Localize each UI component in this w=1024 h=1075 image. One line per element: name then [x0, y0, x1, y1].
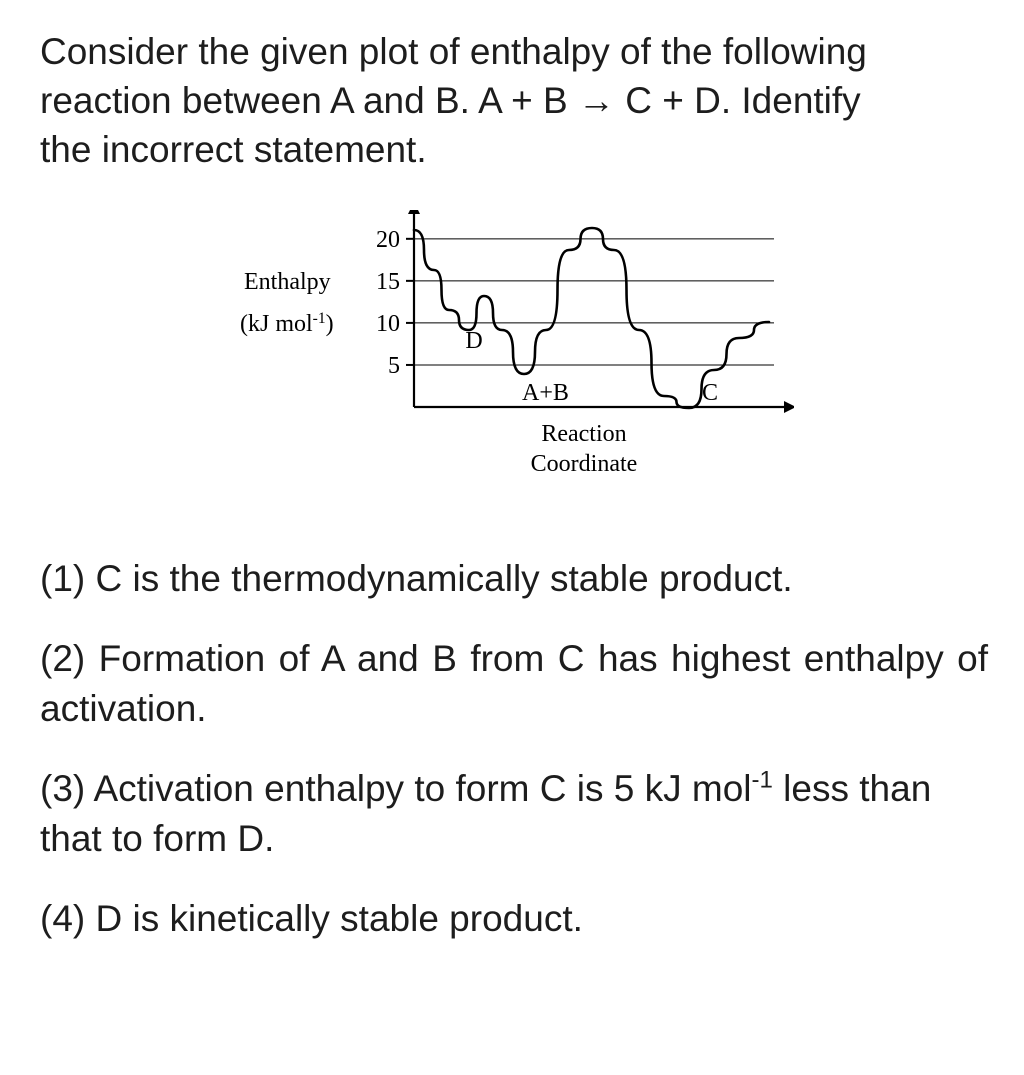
question-line-2b: C + D. Identify — [615, 80, 861, 121]
x-axis-label-top: Reaction — [541, 421, 626, 447]
question-line-3: the incorrect statement. — [40, 129, 427, 170]
option-text: Formation of A and B from C has highest … — [40, 638, 988, 729]
annotation-c: C — [702, 380, 718, 406]
page-root: Consider the given plot of enthalpy of t… — [0, 0, 1024, 972]
option-2: (2) Formation of A and B from C has high… — [40, 634, 988, 734]
enthalpy-chart: 20 15 10 5 Enthalpy (kJ mol-1) D A+B C Reaction Co… — [234, 210, 794, 510]
options-list: (1) C is the thermodynamically stable pr… — [40, 554, 988, 944]
y-tick-label: 5 — [388, 353, 400, 379]
y-tick-label: 15 — [376, 269, 400, 295]
x-axis-label-bottom: Coordinate — [531, 451, 638, 477]
option-number: (3) — [40, 768, 93, 809]
chart-container: 20 15 10 5 Enthalpy (kJ mol-1) D A+B C Reaction Co… — [40, 210, 988, 510]
option-3: (3) Activation enthalpy to form C is 5 k… — [40, 764, 988, 864]
y-axis-label-bottom: (kJ mol-1) — [240, 310, 334, 338]
option-text: C is the thermodynamically stable produc… — [96, 558, 793, 599]
annotation-d: D — [465, 328, 482, 354]
y-axis-label-top: Enthalpy — [244, 269, 331, 295]
option-text: Activation enthalpy to form C is 5 kJ mo… — [40, 768, 931, 859]
option-number: (4) — [40, 898, 96, 939]
option-number: (2) — [40, 638, 99, 679]
question-text: Consider the given plot of enthalpy of t… — [40, 28, 988, 174]
option-number: (1) — [40, 558, 96, 599]
annotation-a-plus-b: A+B — [522, 380, 569, 406]
question-line-1: Consider the given plot of enthalpy of t… — [40, 31, 867, 72]
option-1: (1) C is the thermodynamically stable pr… — [40, 554, 988, 604]
reaction-arrow: → — [578, 80, 615, 121]
y-tick-label: 20 — [376, 227, 400, 253]
y-axis-arrow-icon — [408, 210, 420, 214]
question-line-2a: reaction between A and B. A + B — [40, 80, 578, 121]
option-text: D is kinetically stable product. — [96, 898, 583, 939]
x-axis-arrow-icon — [784, 401, 794, 413]
y-tick-label: 10 — [376, 311, 400, 337]
option-4: (4) D is kinetically stable product. — [40, 894, 988, 944]
